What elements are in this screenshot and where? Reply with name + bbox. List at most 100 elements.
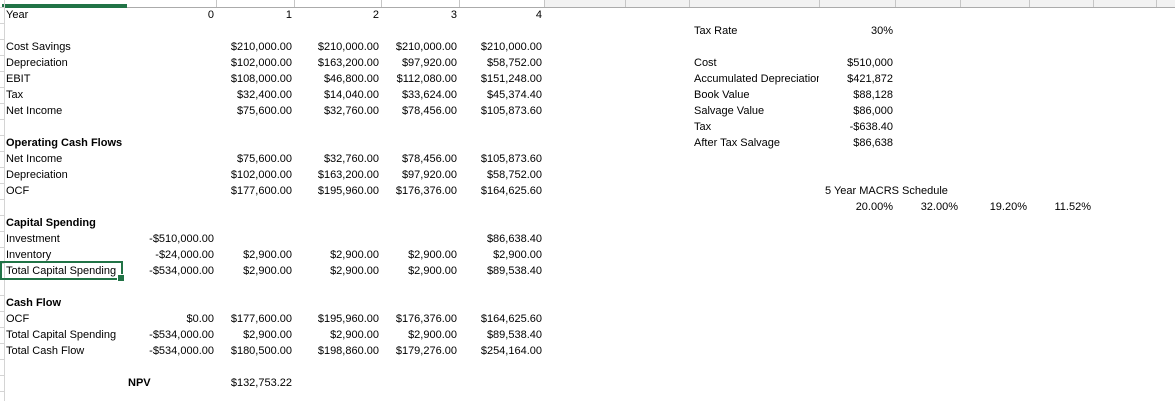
cell-empty[interactable] xyxy=(2,119,124,135)
cell-r15-c0[interactable]: -$24,000.00 xyxy=(155,249,214,261)
cell-r14-c3[interactable] xyxy=(381,231,459,247)
cell-r10-c4[interactable]: $58,752.00 xyxy=(486,169,542,181)
cell-r1-c4[interactable] xyxy=(459,23,544,39)
cell-r3-c1[interactable]: $102,000.00 xyxy=(230,57,292,69)
cell-r2-c2[interactable]: $210,000.00 xyxy=(317,41,379,53)
cell-r9-c2[interactable]: $32,760.00 xyxy=(323,153,379,165)
cell-r14-c4[interactable]: $86,638.40 xyxy=(486,233,542,245)
npv-label-cell[interactable]: NPV xyxy=(128,377,151,389)
cell-r13-c1[interactable] xyxy=(216,215,294,231)
cell-r10-c0[interactable] xyxy=(124,167,216,183)
cell-r11-c0[interactable] xyxy=(124,183,216,199)
cell-r11-c2[interactable]: $195,960.00 xyxy=(317,185,379,197)
cell-total-cash-flow[interactable]: Total Cash Flow xyxy=(6,345,85,357)
cell-r15-c1[interactable]: $2,900.00 xyxy=(243,249,292,261)
cell-r9-c0[interactable] xyxy=(124,151,216,167)
cell-r19-c0[interactable]: $0.00 xyxy=(186,313,214,325)
cell-r16-c2[interactable]: $2,900.00 xyxy=(330,265,379,277)
cell-r4-c3[interactable]: $112,080.00 xyxy=(396,73,457,85)
cell-r18-c2[interactable] xyxy=(294,295,381,311)
cell-r20-c1[interactable]: $2,900.00 xyxy=(243,329,292,341)
cell-r18-c1[interactable] xyxy=(216,295,294,311)
macrs-rate-cell[interactable]: 32.00% xyxy=(920,201,958,213)
cell-r7-c2[interactable] xyxy=(294,119,381,135)
cell-accumulated-depreciation[interactable]: Accumulated Depreciation xyxy=(694,73,819,85)
cell-total-capital-spending[interactable]: Total Capital Spending xyxy=(6,265,117,277)
cell-r8-c3[interactable] xyxy=(381,135,459,151)
cell-r11-c4[interactable]: $164,625.60 xyxy=(480,185,542,197)
cell-after-tax-salvage-value[interactable]: $86,638 xyxy=(853,137,893,149)
cell-r0-c3[interactable]: 3 xyxy=(450,9,457,21)
cell-r3-c3[interactable]: $97,920.00 xyxy=(401,57,457,69)
cell-r0-c0[interactable]: 0 xyxy=(207,9,214,21)
cell-accumulated-depreciation-value[interactable]: $421,872 xyxy=(847,73,893,85)
cell-depreciation[interactable]: Depreciation xyxy=(6,169,68,181)
cell-r16-c1[interactable]: $2,900.00 xyxy=(243,265,292,277)
cell-r4-c0[interactable] xyxy=(124,71,216,87)
npv-value-cell[interactable]: $132,753.22 xyxy=(230,377,292,389)
cell-r12-c0[interactable] xyxy=(124,199,216,215)
macrs-rate-cell[interactable]: 20.00% xyxy=(855,201,893,213)
cell-r2-c4[interactable]: $210,000.00 xyxy=(480,41,542,53)
macrs-title-cell[interactable]: 5 Year MACRS Schedule xyxy=(825,185,948,197)
cell-empty[interactable] xyxy=(689,39,819,55)
cell-total-capital-spending[interactable]: Total Capital Spending xyxy=(6,329,117,341)
cell-r6-c1[interactable]: $75,600.00 xyxy=(236,105,292,117)
cell-r9-c4[interactable]: $105,873.60 xyxy=(480,153,542,165)
cell-cost[interactable]: Cost xyxy=(694,57,717,69)
cell-r1-c2[interactable] xyxy=(294,23,381,39)
cell-r19-c2[interactable]: $195,960.00 xyxy=(317,313,379,325)
cell-r1-c0[interactable] xyxy=(124,23,216,39)
cell-r7-c0[interactable] xyxy=(124,119,216,135)
cell-empty[interactable] xyxy=(2,279,124,295)
cell-r9-c1[interactable]: $75,600.00 xyxy=(236,153,292,165)
cell-r5-c2[interactable]: $14,040.00 xyxy=(323,89,379,101)
cell-tax-rate-value[interactable]: 30% xyxy=(870,25,893,37)
cell-r1-c1[interactable] xyxy=(216,23,294,39)
cell-r20-c2[interactable]: $2,900.00 xyxy=(330,329,379,341)
cell-r0-c2[interactable]: 2 xyxy=(372,9,379,21)
cell-ocf[interactable]: OCF xyxy=(6,185,30,197)
cell-r14-c2[interactable] xyxy=(294,231,381,247)
cell-r16-c4[interactable]: $89,538.40 xyxy=(486,265,542,277)
cell-r5-c4[interactable]: $45,374.40 xyxy=(486,89,542,101)
cell-cost-savings[interactable]: Cost Savings xyxy=(6,41,71,53)
cell-r20-c4[interactable]: $89,538.40 xyxy=(486,329,542,341)
cell-tax-value[interactable]: -$638.40 xyxy=(849,121,893,133)
cell-r4-c4[interactable]: $151,248.00 xyxy=(480,73,542,85)
cell-r6-c0[interactable] xyxy=(124,103,216,119)
cell-r19-c1[interactable]: $177,600.00 xyxy=(230,313,292,325)
cell-r15-c3[interactable]: $2,900.00 xyxy=(408,249,457,261)
cell-r1-c3[interactable] xyxy=(381,23,459,39)
cell-r12-c2[interactable] xyxy=(294,199,381,215)
cell-ocf[interactable]: OCF xyxy=(6,313,30,325)
cell-r3-c0[interactable] xyxy=(124,55,216,71)
cell-r17-c3[interactable] xyxy=(381,279,459,295)
cell-r10-c3[interactable]: $97,920.00 xyxy=(401,169,457,181)
cell-r17-c2[interactable] xyxy=(294,279,381,295)
cell-empty-value[interactable] xyxy=(819,39,895,55)
cell-r20-c3[interactable]: $2,900.00 xyxy=(408,329,457,341)
cell-r14-c0[interactable]: -$510,000.00 xyxy=(149,233,214,245)
cell-r13-c3[interactable] xyxy=(381,215,459,231)
cell-r3-c2[interactable]: $163,200.00 xyxy=(317,57,379,69)
cell-r18-c3[interactable] xyxy=(381,295,459,311)
cell-investment[interactable]: Investment xyxy=(6,233,60,245)
cell-r0-c1[interactable]: 1 xyxy=(285,9,292,21)
cell-cash-flow[interactable]: Cash Flow xyxy=(6,297,62,309)
fill-handle[interactable] xyxy=(117,274,125,282)
cell-r5-c1[interactable]: $32,400.00 xyxy=(236,89,292,101)
cell-r13-c2[interactable] xyxy=(294,215,381,231)
cell-r15-c4[interactable]: $2,900.00 xyxy=(493,249,542,261)
cell-r10-c1[interactable]: $102,000.00 xyxy=(230,169,292,181)
cell-r9-c3[interactable]: $78,456.00 xyxy=(401,153,457,165)
cell-r19-c3[interactable]: $176,376.00 xyxy=(395,313,457,325)
cell-tax[interactable]: Tax xyxy=(6,89,24,101)
cell-r10-c2[interactable]: $163,200.00 xyxy=(317,169,379,181)
cell-r2-c1[interactable]: $210,000.00 xyxy=(230,41,292,53)
cell-r13-c4[interactable] xyxy=(459,215,544,231)
cell-r7-c1[interactable] xyxy=(216,119,294,135)
cell-r16-c3[interactable]: $2,900.00 xyxy=(408,265,457,277)
cell-tax[interactable]: Tax xyxy=(694,121,712,133)
cell-r8-c0[interactable] xyxy=(124,135,216,151)
